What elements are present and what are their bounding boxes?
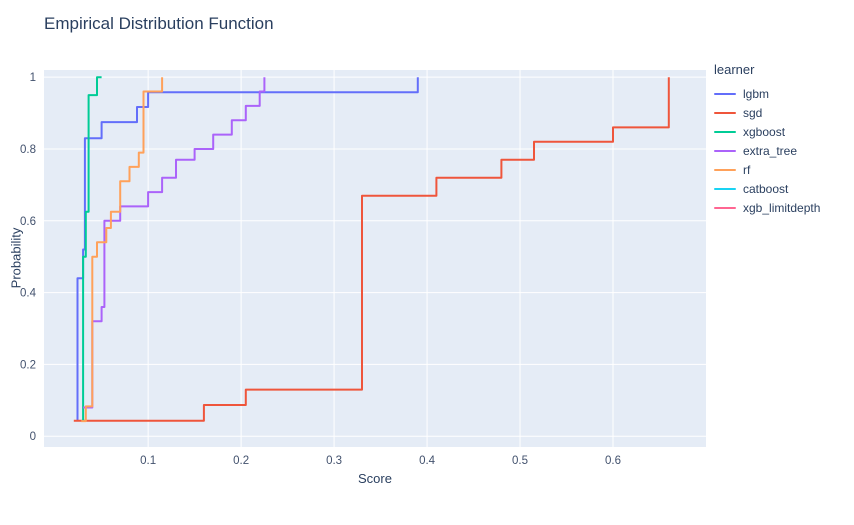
y-tick-label: 0.4 (20, 288, 37, 300)
x-tick-label: 0.5 (512, 455, 528, 467)
y-tick-label: 0 (30, 431, 36, 443)
legend-label: lgbm (743, 86, 770, 101)
legend-label: xgboost (743, 124, 786, 139)
legend-swatch-sgd (714, 111, 736, 114)
series-line-rf (81, 77, 164, 423)
legend-label: catboost (743, 181, 789, 196)
legend-item-sgd[interactable]: sgd (714, 103, 820, 122)
legend-swatch-catboost (714, 187, 736, 190)
x-axis-label: Score (358, 471, 392, 486)
legend-label: rf (743, 162, 751, 177)
y-tick-label: 0.8 (20, 144, 36, 156)
series-line-sgd (73, 77, 670, 422)
y-tick-labels: 0 0.2 0.4 0.6 0.8 1 (20, 72, 37, 443)
legend-item-rf[interactable]: rf (714, 160, 820, 179)
legend-swatch-xgboost (714, 130, 736, 133)
x-tick-label: 0.6 (605, 455, 621, 467)
x-tick-labels: 0.1 0.2 0.3 0.4 0.5 0.6 (140, 455, 621, 467)
legend-swatch-rf (714, 168, 736, 171)
legend-swatch-lgbm (714, 92, 736, 95)
legend-swatch-extra_tree (714, 149, 736, 152)
legend-item-xgb_limitdepth[interactable]: xgb_limitdepth (714, 198, 820, 217)
legend-label: extra_tree (743, 143, 798, 158)
legend-item-xgboost[interactable]: xgboost (714, 122, 820, 141)
legend-item-catboost[interactable]: catboost (714, 179, 820, 198)
y-axis-label: Probability (8, 227, 24, 289)
legend-label: xgb_limitdepth (743, 200, 821, 215)
x-tick-label: 0.1 (140, 455, 156, 467)
series-line-extra_tree (83, 77, 266, 409)
plot-area[interactable] (44, 70, 706, 447)
legend-label: sgd (743, 105, 763, 120)
x-tick-label: 0.2 (233, 455, 249, 467)
x-tick-label: 0.4 (419, 455, 436, 467)
legend-title: learner (714, 62, 755, 77)
legend-swatch-xgb_limitdepth (714, 206, 736, 209)
chart-title: Empirical Distribution Function (44, 14, 274, 33)
y-tick-label: 0.2 (20, 359, 36, 371)
x-tick-label: 0.3 (326, 455, 342, 467)
legend-item-extra_tree[interactable]: extra_tree (714, 141, 820, 160)
gridlines (44, 70, 706, 447)
series-line-xgboost (82, 76, 102, 422)
y-tick-label: 0.6 (20, 216, 36, 228)
y-tick-label: 1 (30, 72, 36, 84)
legend-item-lgbm[interactable]: lgbm (714, 84, 820, 103)
